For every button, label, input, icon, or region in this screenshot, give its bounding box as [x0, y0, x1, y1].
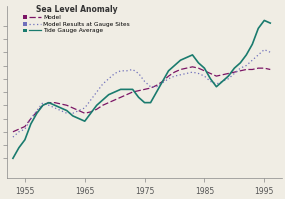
Legend: Model, Model Results at Gauge Sites, Tide Gauge Average: Model, Model Results at Gauge Sites, Tid… — [21, 2, 133, 36]
